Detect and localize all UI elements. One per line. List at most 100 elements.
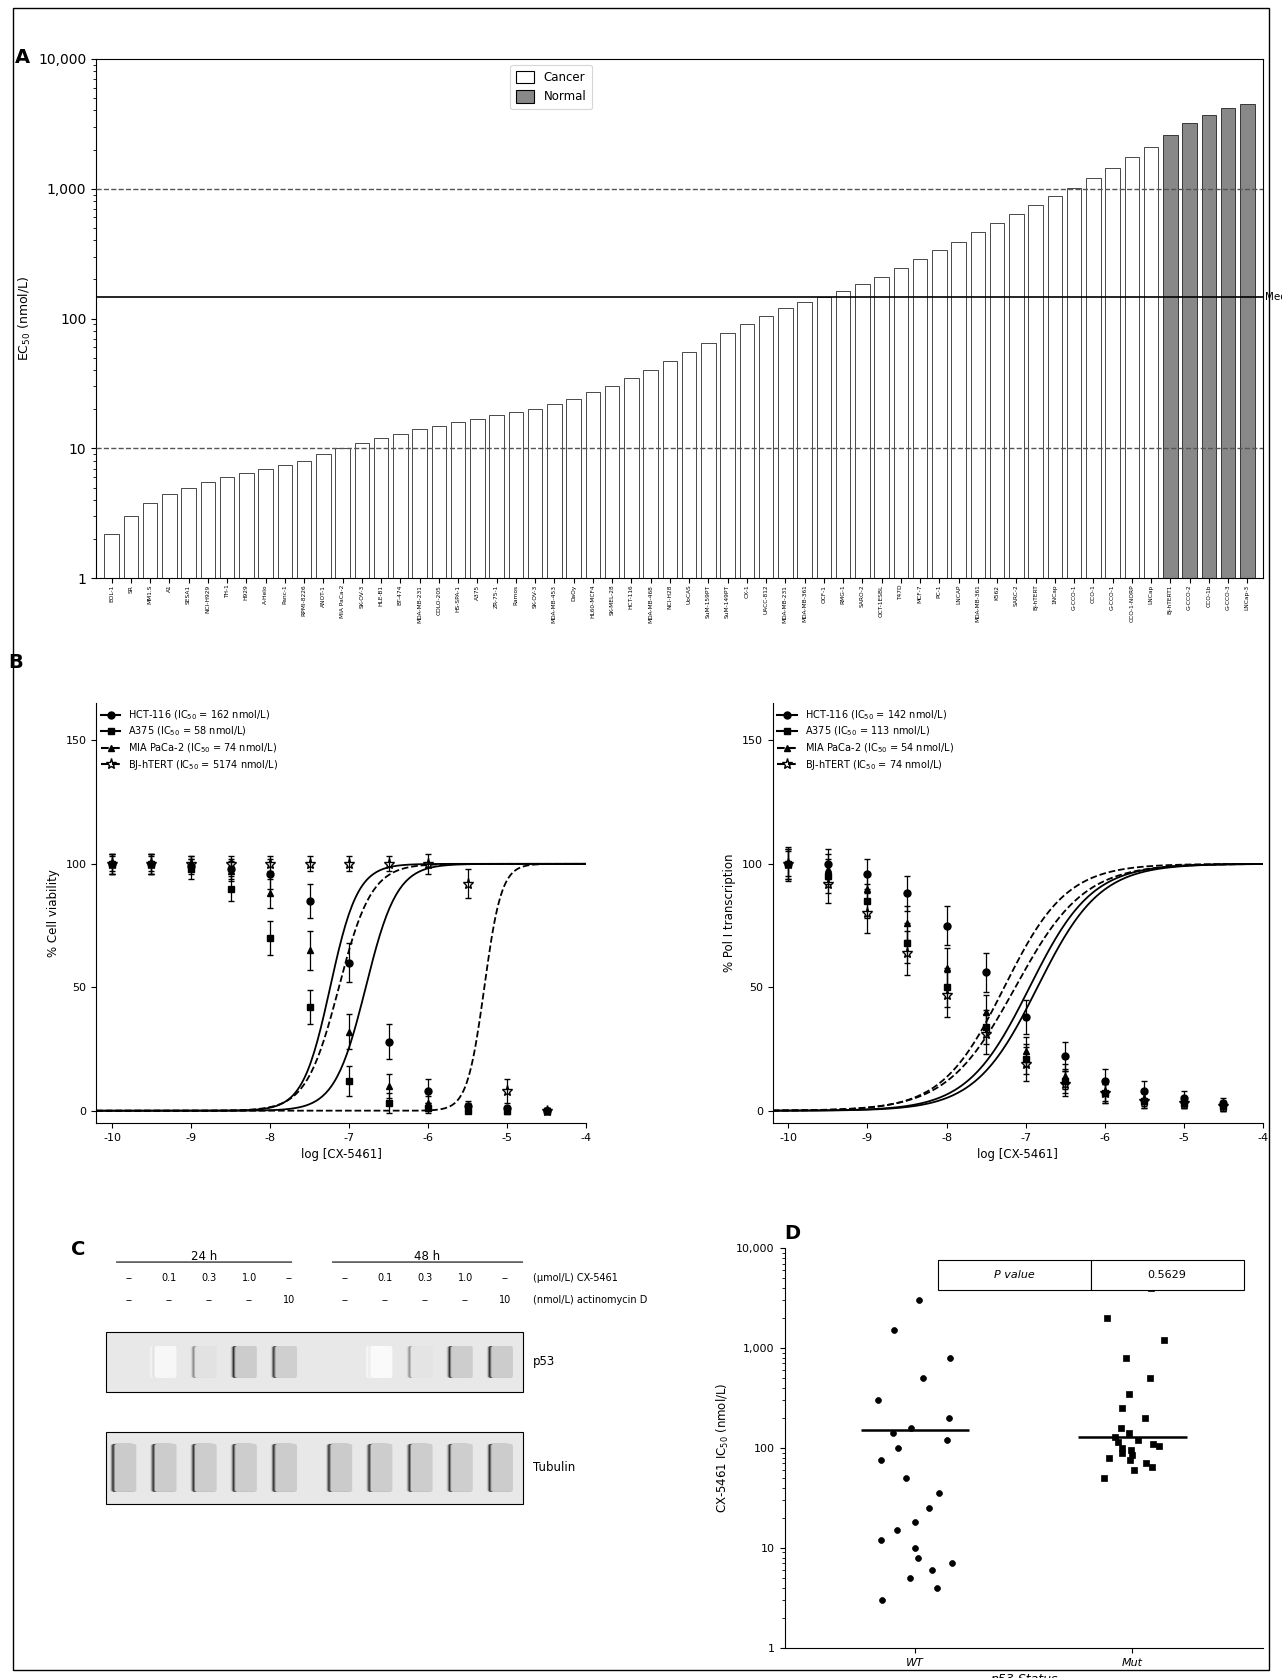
Point [905,1534,926,1561]
Point [937,1265,958,1292]
FancyBboxPatch shape [150,1445,172,1492]
FancyBboxPatch shape [114,1445,135,1492]
FancyBboxPatch shape [490,1346,512,1378]
FancyBboxPatch shape [451,1346,473,1378]
Bar [238,473,254,1678]
FancyBboxPatch shape [488,1346,509,1378]
Text: --: -- [165,1295,173,1305]
FancyBboxPatch shape [450,1445,472,1492]
Bar [740,324,754,1678]
Text: 24 h: 24 h [191,1250,217,1264]
FancyBboxPatch shape [195,1445,217,1492]
Point [1118,1420,1138,1446]
Text: --: -- [341,1274,349,1284]
Bar [586,393,600,1678]
Bar [1220,107,1236,1678]
Point [1140,1364,1160,1391]
Point [900,1564,920,1591]
Text: --: -- [341,1295,349,1305]
Text: P value: P value [994,1270,1035,1280]
FancyBboxPatch shape [274,1346,296,1378]
Text: 1.0: 1.0 [242,1274,256,1284]
Point [1149,1433,1169,1460]
Point [1110,1415,1131,1441]
Bar [106,1332,523,1393]
Bar [797,302,812,1678]
Bar [894,268,908,1678]
FancyBboxPatch shape [446,1346,468,1378]
Bar [1240,104,1255,1678]
Bar [951,242,965,1678]
FancyBboxPatch shape [369,1445,391,1492]
X-axis label: log [CX-5461]: log [CX-5461] [301,1148,382,1161]
Point [1144,1430,1164,1457]
Bar [278,465,292,1678]
Point [870,1446,891,1473]
Point [1154,1327,1174,1354]
Point [1122,1441,1142,1468]
Point [901,1415,922,1441]
Point [913,1364,933,1391]
Bar [778,309,792,1678]
FancyBboxPatch shape [235,1445,255,1492]
FancyBboxPatch shape [273,1346,295,1378]
Bar [1086,178,1100,1678]
FancyBboxPatch shape [488,1445,510,1492]
Bar [104,534,119,1678]
Point [1136,1450,1156,1477]
Bar [162,493,177,1678]
FancyBboxPatch shape [233,1445,255,1492]
Point [927,1574,947,1601]
Point [872,1587,892,1614]
Bar [1144,146,1159,1678]
Bar [1028,205,1042,1678]
Text: --: -- [501,1274,509,1284]
FancyBboxPatch shape [410,1346,432,1378]
Text: 0.3: 0.3 [418,1274,432,1284]
Text: --: -- [205,1295,213,1305]
FancyBboxPatch shape [408,1346,429,1378]
Bar [317,455,331,1678]
Bar [970,233,985,1678]
FancyBboxPatch shape [370,1346,392,1378]
Legend: HCT-116 (IC$_{50}$ = 142 nmol/L), A375 (IC$_{50}$ = 113 nmol/L), MIA PaCa-2 (IC$: HCT-116 (IC$_{50}$ = 142 nmol/L), A375 (… [777,708,954,772]
Bar [913,260,927,1678]
Point [1108,1428,1128,1455]
FancyBboxPatch shape [192,1346,214,1378]
FancyBboxPatch shape [271,1346,292,1378]
FancyBboxPatch shape [233,1346,255,1378]
Text: Median = 147 nmol/L: Median = 147 nmol/L [1265,292,1282,302]
Bar [374,438,388,1678]
FancyBboxPatch shape [273,1445,295,1492]
FancyBboxPatch shape [368,1445,388,1492]
Y-axis label: % Pol I transcription: % Pol I transcription [723,854,736,973]
FancyBboxPatch shape [276,1346,297,1378]
Bar [547,404,562,1678]
Bar [701,342,715,1678]
Bar [990,223,1004,1678]
Y-axis label: CX-5461 IC$_{50}$ (nmol/L): CX-5461 IC$_{50}$ (nmol/L) [714,1383,731,1514]
Bar [200,482,215,1678]
FancyBboxPatch shape [487,1445,509,1492]
Bar [1105,168,1120,1678]
FancyBboxPatch shape [274,1445,296,1492]
Point [1120,1436,1141,1463]
FancyBboxPatch shape [231,1346,253,1378]
Bar [855,284,869,1678]
FancyBboxPatch shape [491,1445,513,1492]
Point [1124,1457,1145,1483]
Bar [528,409,542,1678]
Bar [682,352,696,1678]
Text: --: -- [462,1295,469,1305]
Bar [181,488,196,1678]
Bar [759,315,773,1678]
Bar [1009,213,1023,1678]
FancyBboxPatch shape [368,1346,390,1378]
Bar [1182,122,1197,1678]
FancyBboxPatch shape [153,1445,174,1492]
Bar [259,468,273,1678]
Bar [219,477,235,1678]
Point [1097,1304,1118,1331]
Point [909,1287,929,1314]
Bar [470,418,485,1678]
